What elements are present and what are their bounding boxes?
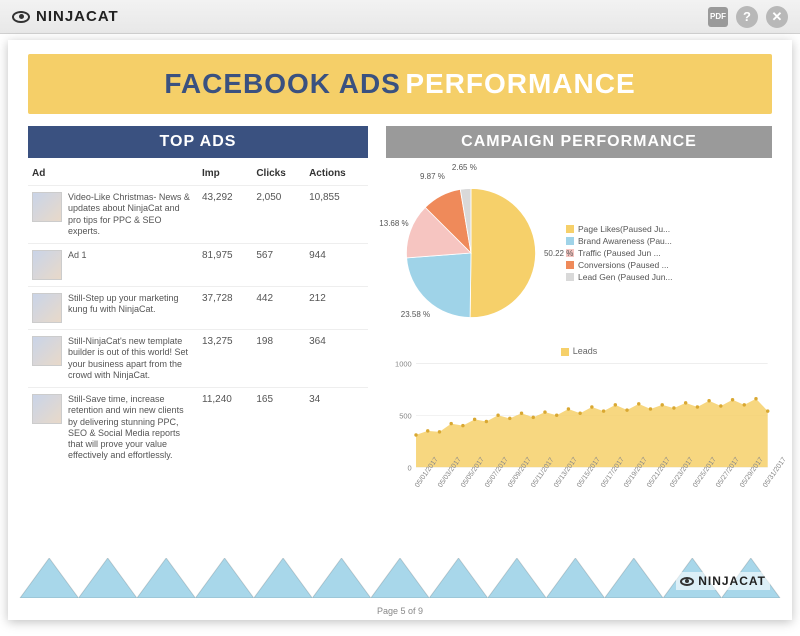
table-row: Video-Like Christmas- News & updates abo… bbox=[28, 186, 368, 244]
ad-text: Still-Step up your marketing kung fu wit… bbox=[68, 293, 194, 323]
legend-item: Conversions (Paused ... bbox=[566, 260, 673, 270]
col-ad: Ad bbox=[28, 164, 198, 186]
top-ads-table: AdImpClicksActions Video-Like Christmas-… bbox=[28, 164, 368, 468]
page-number: Page 5 of 9 bbox=[8, 606, 792, 616]
table-row: Ad 181,975567944 bbox=[28, 244, 368, 287]
app-bar: NINJACAT PDF ? ✕ bbox=[0, 0, 800, 34]
pie-svg bbox=[386, 168, 556, 338]
ad-thumbnail bbox=[32, 336, 62, 366]
campaign-performance-panel: CAMPAIGN PERFORMANCE 50.22 %23.58 %13.68… bbox=[386, 126, 772, 492]
ninjacat-eye-icon bbox=[680, 577, 694, 586]
title-banner: FACEBOOK ADS PERFORMANCE bbox=[28, 54, 772, 114]
top-ads-header: TOP ADS bbox=[28, 126, 368, 158]
ad-text: Still-Save time, increase retention and … bbox=[68, 394, 194, 462]
help-button[interactable]: ? bbox=[736, 6, 758, 28]
brand-logo: NINJACAT bbox=[12, 8, 119, 25]
title-part-1: FACEBOOK ADS bbox=[164, 68, 401, 99]
zigzag-decoration bbox=[8, 558, 792, 598]
title-part-2: PERFORMANCE bbox=[405, 68, 635, 99]
area-chart-title: Leads bbox=[386, 346, 772, 356]
table-row: Still-Step up your marketing kung fu wit… bbox=[28, 287, 368, 330]
ad-thumbnail bbox=[32, 192, 62, 222]
ad-text: Still-NinjaCat's new template builder is… bbox=[68, 336, 194, 381]
ad-thumbnail bbox=[32, 394, 62, 424]
legend-item: Page Likes(Paused Ju... bbox=[566, 224, 673, 234]
ad-thumbnail bbox=[32, 293, 62, 323]
col-clicks: Clicks bbox=[252, 164, 305, 186]
legend-item: Brand Awareness (Pau... bbox=[566, 236, 673, 246]
col-imp: Imp bbox=[198, 164, 252, 186]
top-ads-panel: TOP ADS AdImpClicksActions Video-Like Ch… bbox=[28, 126, 368, 492]
ad-thumbnail bbox=[32, 250, 62, 280]
close-button[interactable]: ✕ bbox=[766, 6, 788, 28]
area-x-axis: 05/01/201705/03/201705/05/201705/07/2017… bbox=[386, 485, 772, 492]
table-row: Still-Save time, increase retention and … bbox=[28, 388, 368, 468]
ad-text: Ad 1 bbox=[68, 250, 87, 280]
table-row: Still-NinjaCat's new template builder is… bbox=[28, 330, 368, 388]
legend-item: Lead Gen (Paused Jun... bbox=[566, 272, 673, 282]
leads-area-chart: Leads 0 500 1000 05/01/201705/03/201705/05… bbox=[386, 346, 772, 492]
footer-brand-name: NINJACAT bbox=[698, 574, 766, 588]
export-pdf-button[interactable]: PDF bbox=[708, 7, 728, 27]
pie-legend: Page Likes(Paused Ju... Brand Awareness (… bbox=[566, 222, 673, 284]
legend-item: Traffic (Paused Jun ... bbox=[566, 248, 673, 258]
svg-text:500: 500 bbox=[399, 411, 412, 420]
footer-brand: NINJACAT bbox=[676, 572, 770, 590]
svg-text:0: 0 bbox=[408, 463, 412, 472]
pie-chart: 50.22 %23.58 %13.68 %9.87 %2.65 % Page L… bbox=[386, 158, 772, 344]
brand-name: NINJACAT bbox=[36, 8, 119, 25]
svg-text:1000: 1000 bbox=[395, 360, 412, 369]
ninjacat-eye-icon bbox=[12, 11, 30, 23]
campaign-performance-header: CAMPAIGN PERFORMANCE bbox=[386, 126, 772, 158]
report-page: FACEBOOK ADS PERFORMANCE TOP ADS AdImpCl… bbox=[8, 40, 792, 620]
ad-text: Video-Like Christmas- News & updates abo… bbox=[68, 192, 194, 237]
col-actions: Actions bbox=[305, 164, 368, 186]
